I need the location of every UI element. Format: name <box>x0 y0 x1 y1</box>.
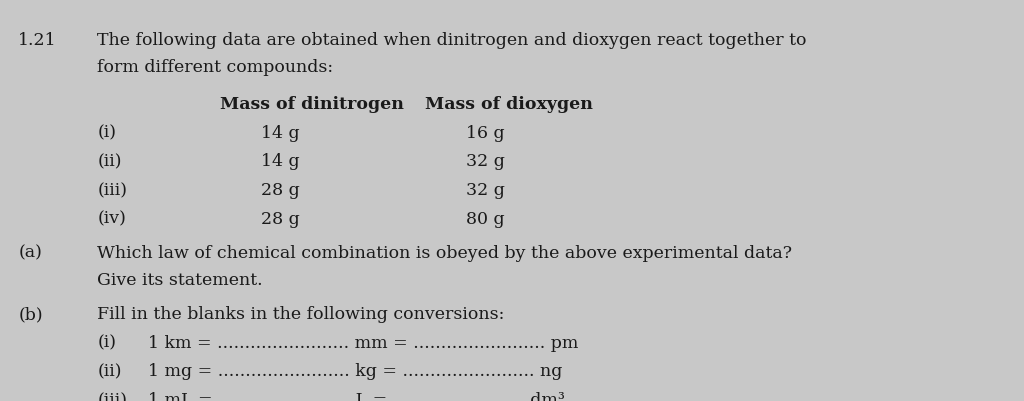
Text: Mass of dioxygen: Mass of dioxygen <box>425 96 593 113</box>
Text: 14 g: 14 g <box>261 154 300 170</box>
Text: (a): (a) <box>18 245 42 262</box>
Text: 16 g: 16 g <box>466 125 505 142</box>
Text: (iv): (iv) <box>97 211 126 228</box>
Text: Which law of chemical combination is obeyed by the above experimental data?: Which law of chemical combination is obe… <box>97 245 793 262</box>
Text: 14 g: 14 g <box>261 125 300 142</box>
Text: (ii): (ii) <box>97 154 122 170</box>
Text: Give its statement.: Give its statement. <box>97 272 263 289</box>
Text: 1 mL = ........................ L = ........................ dm³: 1 mL = ........................ L = ....… <box>148 392 565 401</box>
Text: (i): (i) <box>97 125 117 142</box>
Text: (ii): (ii) <box>97 363 122 381</box>
Text: 28 g: 28 g <box>261 211 300 228</box>
Text: 32 g: 32 g <box>466 154 505 170</box>
Text: (iii): (iii) <box>97 392 127 401</box>
Text: (iii): (iii) <box>97 182 127 199</box>
Text: The following data are obtained when dinitrogen and dioxygen react together to: The following data are obtained when din… <box>97 32 807 49</box>
Text: 32 g: 32 g <box>466 182 505 199</box>
Text: 1.21: 1.21 <box>18 32 57 49</box>
Text: 1 mg = ........................ kg = ........................ ng: 1 mg = ........................ kg = ...… <box>148 363 563 381</box>
Text: 1 km = ........................ mm = ........................ pm: 1 km = ........................ mm = ...… <box>148 335 579 352</box>
Text: Fill in the blanks in the following conversions:: Fill in the blanks in the following conv… <box>97 306 505 323</box>
Text: (b): (b) <box>18 306 43 323</box>
Text: 28 g: 28 g <box>261 182 300 199</box>
Text: form different compounds:: form different compounds: <box>97 59 334 76</box>
Text: (i): (i) <box>97 335 117 352</box>
Text: Mass of dinitrogen: Mass of dinitrogen <box>220 96 404 113</box>
Text: 80 g: 80 g <box>466 211 505 228</box>
